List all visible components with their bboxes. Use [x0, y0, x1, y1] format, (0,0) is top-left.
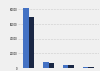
Bar: [88, 67, 94, 68]
Bar: [43, 62, 49, 68]
Bar: [63, 65, 68, 68]
Bar: [49, 63, 54, 68]
Bar: [29, 17, 34, 68]
Bar: [83, 67, 88, 68]
Bar: [23, 8, 29, 68]
Bar: [68, 65, 74, 68]
